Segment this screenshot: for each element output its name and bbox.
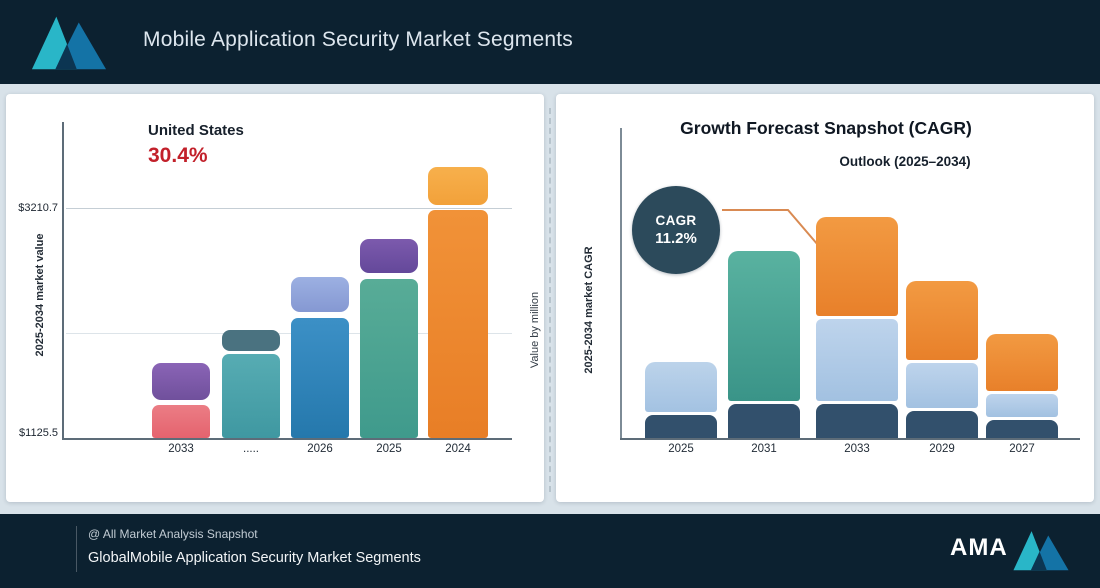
bar-r2033-base [816, 404, 898, 438]
left-x-axis [62, 438, 512, 440]
bar-2033-body [152, 405, 210, 438]
left-cat-3: 2025 [376, 443, 402, 455]
bar-2024-body [428, 210, 488, 438]
bar-r2033-light [816, 319, 898, 401]
right-x-axis [620, 438, 1080, 440]
footer-brand-text: AMA [950, 534, 1008, 561]
left-cat-2: 2026 [307, 443, 333, 455]
left-y-axis [62, 122, 64, 440]
region-label: United States [148, 122, 244, 139]
bar-2026-cap [291, 277, 349, 312]
gridline-top [66, 208, 512, 209]
bar-2033-cap [152, 363, 210, 400]
ama-logo-icon [31, 16, 107, 70]
bar-r2029-light [906, 363, 978, 408]
bar-r2031-base [728, 404, 800, 438]
tick-top: $3210.7 [18, 202, 58, 214]
bar-r2025-base [645, 415, 717, 438]
bar-r2025-light [645, 362, 717, 412]
right-chart-subtitle: Outlook (2025–2034) [839, 154, 971, 169]
ama-footer-logo-icon [1013, 531, 1069, 571]
bar-r2027-base [986, 420, 1058, 438]
bar-r2033-orange [816, 217, 898, 316]
tick-bottom: $1125.5 [19, 427, 58, 439]
gridline-mid [66, 333, 512, 334]
right-cat-3: 2029 [929, 443, 955, 455]
bar-dots-body [222, 354, 280, 438]
bar-2025-body [360, 279, 418, 438]
footer-bar: @ All Market Analysis Snapshot GlobalMob… [0, 514, 1100, 588]
footer-tagline: @ All Market Analysis Snapshot [88, 527, 258, 541]
left-cat-1: ..... [243, 443, 259, 455]
cagr-connector-line [722, 209, 819, 246]
page-title: Mobile Application Security Market Segme… [143, 28, 573, 51]
cagr-badge: CAGR 11.2% [632, 186, 720, 274]
right-cat-4: 2027 [1009, 443, 1035, 455]
bar-2025-cap [360, 239, 418, 273]
right-cat-2: 2033 [844, 443, 870, 455]
bar-2026-body [291, 318, 349, 438]
bar-r2027-orange [986, 334, 1058, 391]
right-y-axis-label: 2025-2034 market CAGR [583, 246, 595, 374]
cagr-badge-title: CAGR [655, 213, 697, 228]
bar-r2029-base [906, 411, 978, 438]
right-cat-0: 2025 [668, 443, 694, 455]
bar-2024-cap [428, 167, 488, 205]
right-cat-1: 2031 [751, 443, 777, 455]
bar-r2029-orange [906, 281, 978, 360]
panel-divider [549, 108, 551, 492]
bar-r2031-teal [728, 251, 800, 401]
growth-value: 30.4% [148, 144, 208, 167]
header-bar: Mobile Application Security Market Segme… [0, 0, 1100, 84]
value-by-million-label: Value by million [529, 291, 541, 369]
bar-r2027-light [986, 394, 1058, 417]
left-cat-4: 2024 [445, 443, 471, 455]
left-y-axis-label: 2025-2034 market value [34, 233, 46, 357]
left-cat-0: 2033 [168, 443, 194, 455]
footer-title: GlobalMobile Application Security Market… [88, 550, 421, 566]
footer-divider [76, 526, 77, 572]
bar-dots-cap [222, 330, 280, 351]
right-chart-title: Growth Forecast Snapshot (CAGR) [680, 118, 972, 138]
right-y-axis [620, 128, 622, 440]
cagr-badge-value: 11.2% [655, 230, 697, 247]
